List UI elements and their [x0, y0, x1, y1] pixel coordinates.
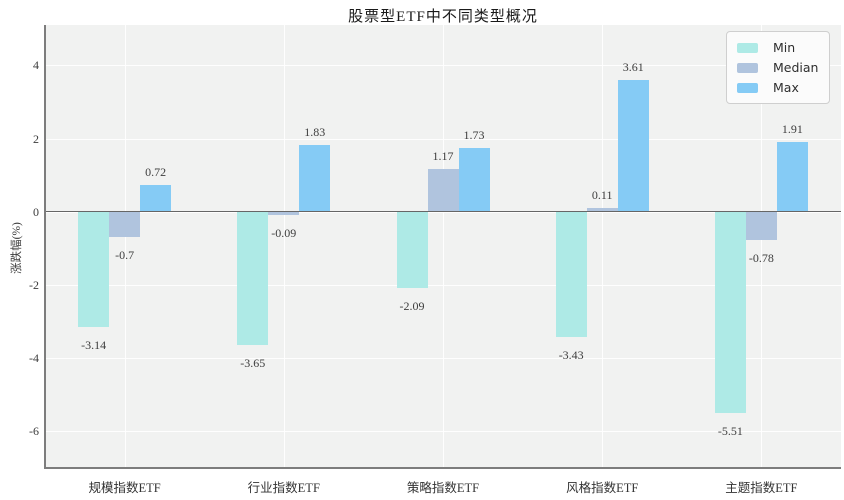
legend-label: Max — [773, 80, 799, 95]
y-axis-spine — [44, 25, 46, 469]
legend-item-min: Min — [737, 38, 829, 58]
x-category-label: 策略指数ETF — [406, 481, 480, 495]
value-label: 1.83 — [304, 124, 326, 139]
value-label: -3.65 — [240, 356, 266, 371]
bar-median-2 — [427, 168, 459, 212]
y-axis-label: 涨跌幅(%) — [11, 222, 23, 274]
value-label: -2.09 — [399, 299, 425, 314]
y-tick-label: -4 — [29, 351, 39, 366]
value-label: 1.73 — [463, 128, 485, 143]
value-label: -3.43 — [558, 348, 584, 363]
bar-max-3 — [617, 79, 649, 212]
x-category-label: 规模指数ETF — [88, 481, 161, 495]
bar-median-0 — [109, 211, 141, 238]
value-label: -3.14 — [81, 337, 107, 352]
y-tick-label: 4 — [33, 58, 39, 73]
x-axis-spine — [44, 467, 841, 469]
legend-label: Min — [773, 40, 796, 55]
legend-item-max: Max — [737, 78, 829, 98]
bar-max-2 — [458, 148, 490, 212]
v-gridline — [443, 25, 444, 468]
legend-swatch-icon — [737, 83, 758, 93]
v-gridline — [602, 25, 604, 468]
y-tick-label: -6 — [29, 424, 39, 439]
x-category-label: 行业指数ETF — [247, 481, 320, 495]
value-label: -0.78 — [748, 251, 774, 266]
legend: Min Median Max — [726, 31, 830, 104]
bar-median-1 — [268, 211, 300, 215]
bar-min-4 — [714, 211, 746, 414]
bar-min-0 — [78, 211, 110, 327]
bar-min-1 — [237, 211, 269, 346]
value-label: -0.09 — [271, 226, 297, 240]
bar-max-1 — [299, 144, 331, 212]
y-tick-label: 0 — [33, 204, 39, 219]
legend-swatch-icon — [737, 63, 758, 73]
v-gridline — [283, 25, 285, 468]
bar-min-3 — [555, 211, 587, 338]
bar-min-2 — [396, 211, 428, 289]
y-tick-label: -2 — [29, 277, 39, 292]
bar-median-3 — [586, 207, 618, 212]
v-gridline — [761, 25, 763, 468]
value-label: 0.72 — [145, 165, 167, 180]
zero-line — [44, 210, 841, 213]
x-category-label: 主题指数ETF — [725, 481, 798, 495]
bar-max-4 — [776, 141, 808, 212]
value-label: 1.17 — [432, 148, 454, 163]
value-label: 0.11 — [591, 187, 613, 202]
v-gridline — [124, 25, 126, 468]
value-label: 3.61 — [622, 59, 644, 74]
x-category-label: 风格指数ETF — [566, 481, 639, 495]
value-label: -0.7 — [115, 248, 135, 263]
legend-label: Median — [773, 60, 819, 75]
legend-swatch-icon — [737, 43, 758, 53]
y-tick-label: 2 — [33, 131, 39, 146]
bar-max-0 — [140, 185, 172, 212]
bar-median-4 — [745, 211, 777, 241]
value-label: -5.51 — [717, 424, 743, 439]
chart-title: 股票型ETF中不同类型概况 — [348, 9, 538, 25]
value-label: 1.91 — [781, 121, 803, 136]
legend-item-median: Median — [737, 58, 829, 78]
